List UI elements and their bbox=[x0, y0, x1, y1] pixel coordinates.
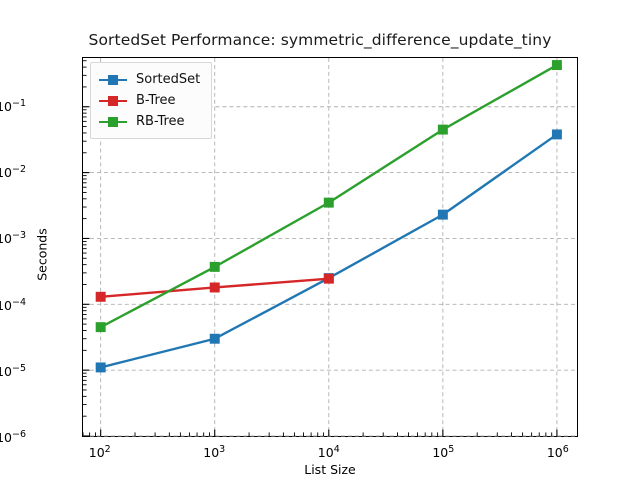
x-axis-tick-label: 102 bbox=[88, 444, 111, 461]
x-axis-tick-label: 104 bbox=[317, 444, 340, 461]
legend-line-marker-b-tree bbox=[99, 94, 127, 108]
legend-item-b-tree[interactable]: B-Tree bbox=[99, 90, 200, 111]
legend-line-marker-sortedset bbox=[99, 73, 127, 87]
legend-label: B-Tree bbox=[136, 93, 176, 108]
x-axis-tick-label: 103 bbox=[203, 444, 226, 461]
y-axis-tick-label: 10−2 bbox=[0, 164, 26, 181]
legend-label: SortedSet bbox=[136, 72, 201, 87]
grid-layer bbox=[83, 58, 577, 437]
axis-ticks bbox=[82, 60, 558, 437]
chart-title: SortedSet Performance: symmetric_differe… bbox=[88, 31, 552, 49]
y-axis-tick-label: 10−6 bbox=[0, 428, 26, 446]
x-axis-tick-label: 106 bbox=[546, 444, 569, 461]
x-axis-tick-label: 105 bbox=[432, 444, 455, 461]
y-axis-tick-label: 10−5 bbox=[0, 362, 26, 379]
legend-item-rb-tree[interactable]: RB-Tree bbox=[99, 111, 200, 132]
legend-label: RB-Tree bbox=[136, 114, 185, 129]
x-axis-label: List Size bbox=[304, 462, 356, 477]
legend-line-marker-rb-tree bbox=[99, 115, 127, 129]
y-axis-tick-label: 10−3 bbox=[0, 230, 26, 247]
chart-legend: SortedSet B-Tree RB-Tree bbox=[90, 62, 213, 139]
y-axis-tick-label: 10−4 bbox=[0, 296, 26, 313]
data-series-layer bbox=[95, 60, 562, 373]
y-axis-tick-label: 10−1 bbox=[0, 97, 26, 115]
legend-item-sortedset[interactable]: SortedSet bbox=[99, 69, 200, 90]
y-axis-label: Seconds bbox=[34, 228, 50, 281]
